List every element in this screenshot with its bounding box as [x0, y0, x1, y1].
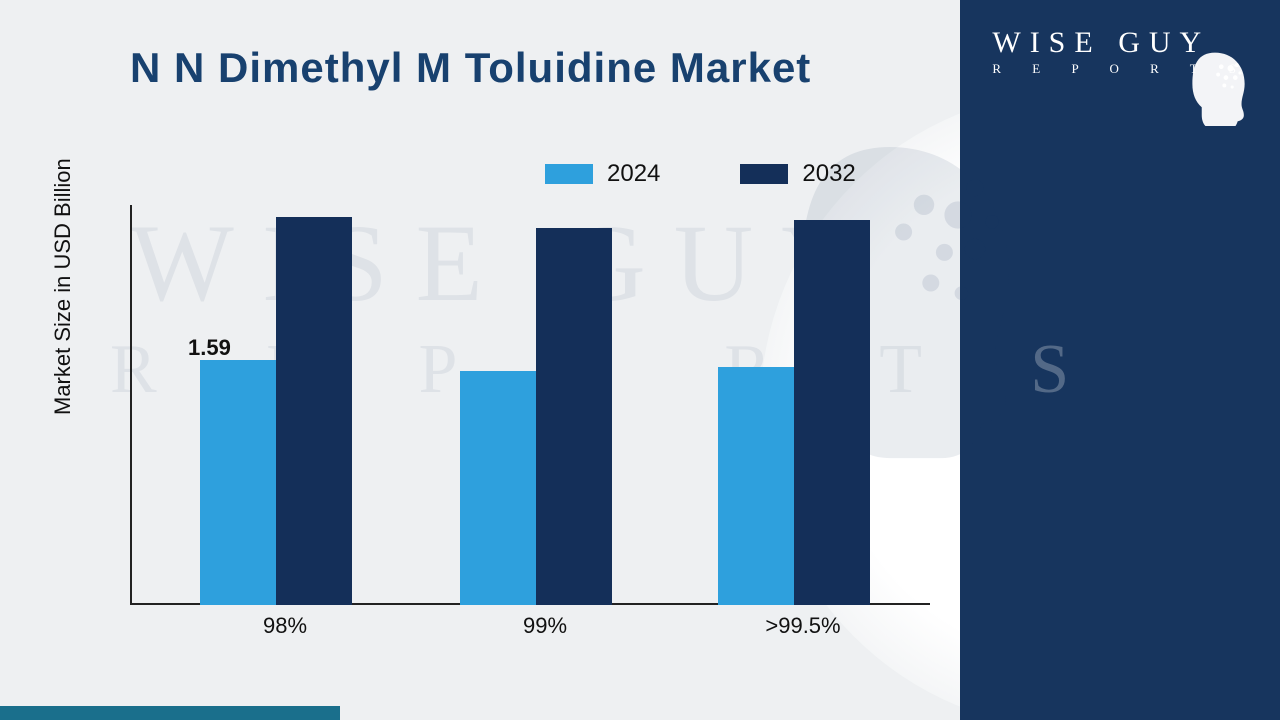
- bar: [460, 371, 536, 605]
- category-label: >99.5%: [718, 613, 888, 639]
- plot-area: 98%99%>99.5%1.59: [130, 205, 930, 605]
- y-axis-label: Market Size in USD Billion: [50, 158, 76, 415]
- chart-title: N N Dimethyl M Toluidine Market: [130, 44, 811, 92]
- bottom-strip: [0, 706, 340, 720]
- bar: [536, 228, 612, 605]
- bar: [794, 220, 870, 605]
- bar: [718, 367, 794, 605]
- bar: [276, 217, 352, 605]
- category-label: 99%: [460, 613, 630, 639]
- infographic-page: WISE GUY R E P O R T S N N Dimethyl M To…: [0, 0, 1280, 720]
- y-axis-line: [130, 205, 132, 605]
- category-label: 98%: [200, 613, 370, 639]
- data-label: 1.59: [188, 335, 231, 361]
- brand-head-icon: [1176, 48, 1254, 126]
- bar: [200, 360, 276, 605]
- brand-logo: WISE GUY R E P O R T S: [992, 28, 1250, 75]
- bar-chart: Market Size in USD Billion 98%99%>99.5%1…: [90, 165, 940, 655]
